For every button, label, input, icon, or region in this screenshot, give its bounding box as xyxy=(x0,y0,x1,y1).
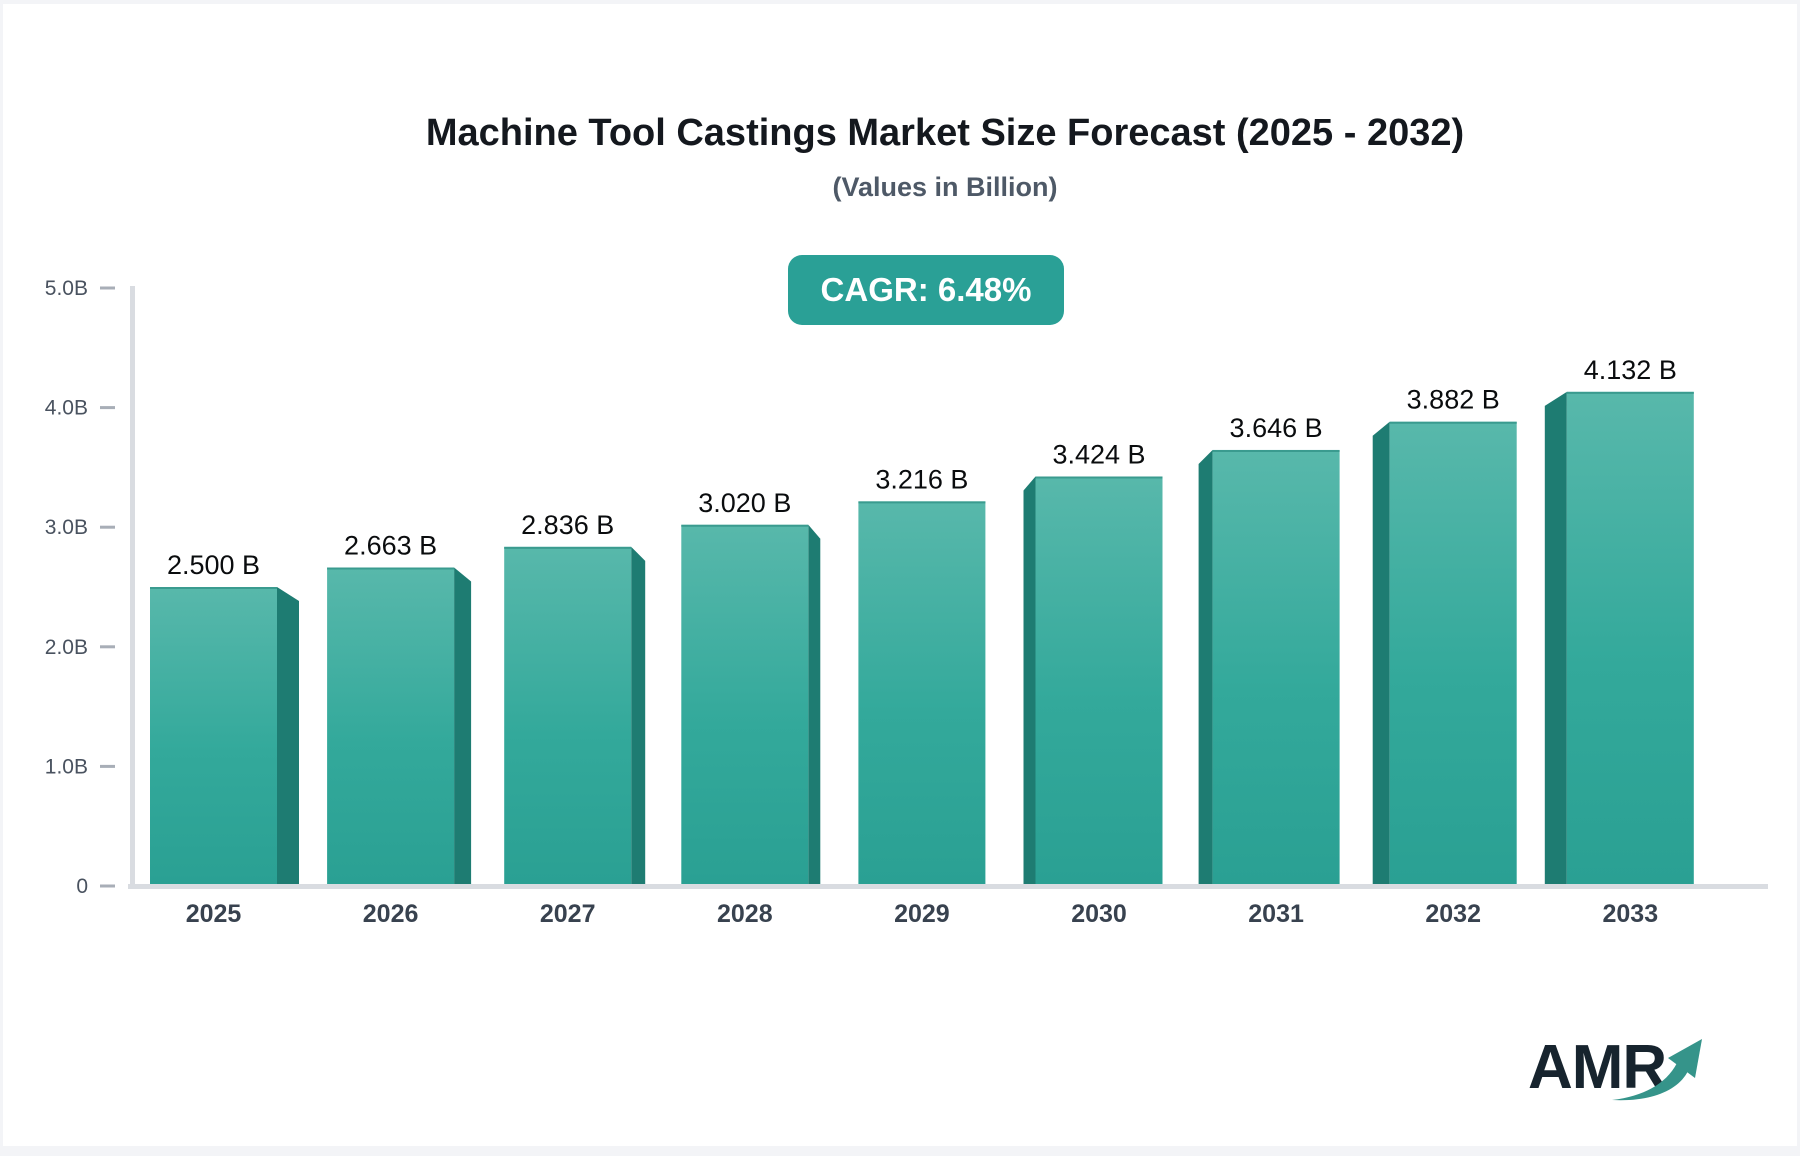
bar-side-face xyxy=(1544,391,1567,886)
x-axis-label: 2033 xyxy=(1602,900,1658,928)
bar-2030 xyxy=(1023,476,1163,886)
bar-side-face xyxy=(454,567,472,886)
bar-value-label: 2.663 B xyxy=(344,531,437,561)
x-axis-label: 2032 xyxy=(1425,900,1481,928)
bar-side-face xyxy=(277,587,299,886)
bar-side-face xyxy=(1372,421,1390,886)
bar-value-label: 3.882 B xyxy=(1407,385,1500,415)
bar-side-face xyxy=(1198,449,1213,886)
cagr-badge: CAGR: 6.48% xyxy=(788,255,1064,325)
bar-front-face xyxy=(1035,476,1163,886)
y-axis-label: 0 xyxy=(76,875,88,898)
bar-side-face xyxy=(631,546,646,886)
growth-arrow-icon xyxy=(1612,1039,1702,1101)
bar-front-face xyxy=(504,546,632,886)
bar-front-face xyxy=(858,501,986,886)
bar-side-face xyxy=(808,524,821,886)
bar-value-label: 3.646 B xyxy=(1230,413,1323,443)
x-axis-baseline xyxy=(128,884,1768,889)
bar-2033 xyxy=(1544,391,1694,886)
bar-2031 xyxy=(1198,449,1340,886)
bar-2032 xyxy=(1372,421,1517,886)
bar-value-label: 3.424 B xyxy=(1052,439,1145,469)
bar-front-face xyxy=(681,524,809,886)
x-axis-label: 2029 xyxy=(894,900,950,928)
chart-title: Machine Tool Castings Market Size Foreca… xyxy=(425,112,1465,154)
bar-front-face xyxy=(150,587,277,886)
x-axis-label: 2026 xyxy=(363,900,419,928)
bar-front-face xyxy=(1389,421,1517,886)
y-axis-line xyxy=(130,286,135,889)
amr-logo: AMR xyxy=(1528,1032,1708,1112)
bar-value-label: 3.020 B xyxy=(698,488,791,518)
bar-2027 xyxy=(504,546,646,886)
y-axis-label: 2.0B xyxy=(45,636,88,659)
x-axis-label: 2028 xyxy=(717,900,773,928)
x-axis-label: 2027 xyxy=(540,900,596,928)
bar-value-label: 3.216 B xyxy=(875,464,968,494)
bar-front-face xyxy=(327,567,455,886)
bar-2025 xyxy=(150,587,299,886)
cagr-badge-label: CAGR: 6.48% xyxy=(820,271,1032,308)
amr-logo-text: AMR xyxy=(1528,1033,1667,1102)
bar-side-face xyxy=(1023,476,1036,886)
bar-value-label: 4.132 B xyxy=(1584,355,1677,385)
bar-value-label: 2.500 B xyxy=(167,550,260,580)
y-axis-label: 5.0B xyxy=(45,277,88,300)
y-axis-label: 4.0B xyxy=(45,397,88,420)
x-axis-label: 2025 xyxy=(186,900,242,928)
x-axis-label: 2030 xyxy=(1071,900,1127,928)
chart-subtitle: (Values in Billion) xyxy=(832,172,1058,202)
bar-front-face xyxy=(1212,449,1340,886)
bar-2029 xyxy=(858,501,986,886)
x-axis-label: 2031 xyxy=(1248,900,1304,928)
y-axis-label: 3.0B xyxy=(45,516,88,539)
y-axis-label: 1.0B xyxy=(45,755,88,778)
bar-front-face xyxy=(1566,391,1694,886)
bar-2026 xyxy=(327,567,472,886)
bar-value-label: 2.836 B xyxy=(521,510,614,540)
bar-2028 xyxy=(681,524,821,886)
